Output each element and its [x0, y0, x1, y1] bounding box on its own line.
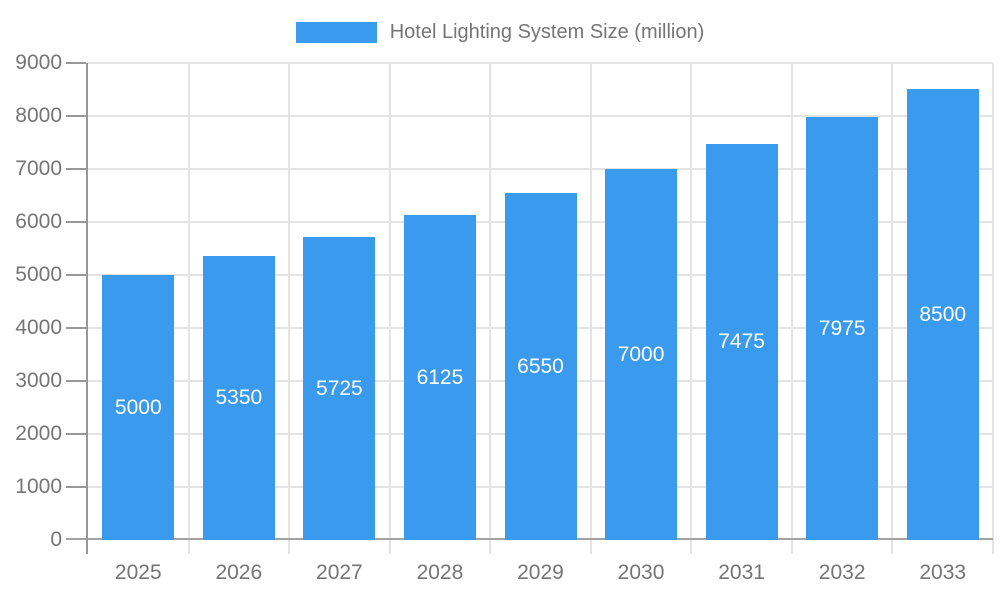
x-gridline	[388, 63, 391, 554]
x-gridline	[489, 63, 492, 554]
x-axis-tick-label: 2027	[316, 561, 363, 584]
y-axis-tick-label: 4000	[15, 316, 62, 339]
y-axis-tick-label: 1000	[15, 475, 62, 498]
legend-label: Hotel Lighting System Size (million)	[389, 21, 705, 43]
y-gridline	[88, 62, 993, 64]
bar-value-label: 5725	[316, 376, 363, 400]
bar-value-label: 7475	[718, 330, 765, 353]
y-axis-tick	[66, 115, 86, 117]
x-gridline	[790, 63, 793, 554]
bar-value-label: 7000	[617, 342, 665, 366]
bar-2030: 7000	[605, 169, 678, 540]
y-axis-tick-label: 8000	[15, 104, 62, 127]
x-axis-tick-label: 2032	[818, 561, 866, 584]
y-gridline	[88, 168, 993, 170]
legend-swatch-icon	[295, 22, 377, 43]
x-gridline	[187, 63, 190, 554]
x-axis-tick-label: 2025	[114, 561, 162, 584]
plot-area: 0 1000 2000 3000 4000 5000 6000 7000 8000 9000 500…	[15, 51, 994, 584]
y-axis-tick	[66, 486, 86, 488]
chart-legend: Hotel Lighting System Size (million)	[0, 21, 1000, 44]
y-axis-tick	[66, 62, 86, 64]
x-gridline	[288, 63, 291, 554]
y-axis-tick-label: 9000	[15, 51, 62, 74]
x-axis-tick-label: 2028	[416, 561, 464, 584]
bar-2033: 8500	[906, 89, 979, 540]
bar-value-label: 6550	[517, 354, 564, 378]
y-axis-tick	[66, 168, 86, 170]
x-gridline	[589, 63, 592, 554]
y-axis-tick	[66, 274, 86, 276]
bar-value-label: 8500	[919, 302, 967, 326]
y-gridline	[88, 115, 993, 117]
x-axis-tick-label: 2030	[617, 561, 665, 584]
y-axis-line	[86, 63, 88, 554]
bar-value-label: 5000	[114, 395, 162, 419]
x-axis-tick-label: 2029	[517, 561, 564, 584]
y-axis-tick	[66, 221, 86, 223]
x-axis-tick-label: 2031	[718, 561, 765, 584]
y-axis-tick	[66, 380, 86, 382]
bar-2028: 6125	[403, 215, 476, 540]
y-axis-tick-label: 5000	[15, 263, 62, 286]
y-axis-tick	[66, 433, 86, 435]
y-axis-tick-label: 6000	[15, 210, 62, 233]
x-gridline	[891, 63, 894, 554]
bar-value-label: 5350	[215, 386, 263, 409]
x-axis-tick-label: 2033	[919, 561, 967, 584]
y-axis-tick-label: 3000	[15, 369, 62, 392]
x-gridline	[992, 63, 994, 554]
bar-2032: 7975	[806, 117, 879, 540]
y-axis-tick	[66, 327, 86, 329]
y-axis-tick-label: 7000	[15, 157, 62, 180]
bar-value-label: 7975	[818, 316, 866, 340]
x-axis-tick-label: 2026	[215, 561, 263, 584]
bar-2025: 5000	[102, 275, 175, 540]
y-axis-tick-label: 0	[50, 528, 62, 551]
x-gridline	[690, 63, 693, 554]
bar-2027: 5725	[303, 237, 376, 540]
y-axis-tick-label: 2000	[15, 422, 62, 445]
bar-2031: 7475	[705, 144, 778, 540]
bar-value-label: 6125	[416, 365, 464, 389]
bar-2026: 5350	[202, 256, 275, 540]
bar-2029: 6550	[504, 193, 577, 540]
